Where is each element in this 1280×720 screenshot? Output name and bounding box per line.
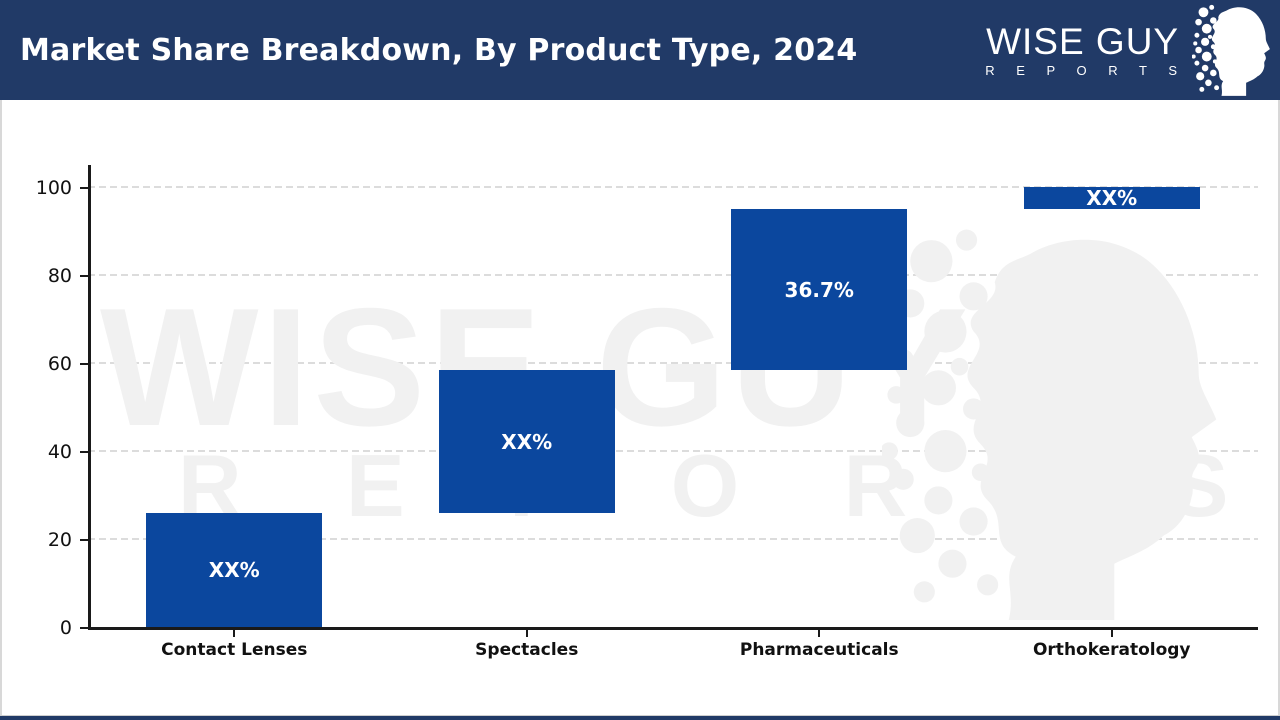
gridline-60 [88,362,1258,364]
bottom-accent-strip [0,716,1280,720]
y-tick-0 [80,627,88,629]
bar-orthokeratology [1023,187,1200,209]
wise-guy-reports-logo: WISE GUY R E P O R T S [979,4,1280,96]
y-tick-80 [80,275,88,277]
bar-pharmaceuticals [731,209,908,371]
category-label: Pharmaceuticals [739,640,899,660]
y-tick-100 [80,187,88,189]
header-band: Market Share Breakdown, By Product Type,… [0,0,1280,100]
y-tick-20 [80,539,88,541]
left-border [0,100,2,716]
bar-value-label: XX% [501,429,553,454]
gridline-40 [88,450,1258,452]
y-tick-60 [80,363,88,365]
bar-value-label: XX% [208,557,260,582]
bar-value-label: 36.7% [784,277,854,302]
bar-contact-lenses [146,512,323,627]
x-tick-1 [525,630,528,637]
gridline-100 [88,186,1258,188]
category-label: Orthokeratology [1032,640,1191,660]
logo-wordmark: WISE GUY [986,21,1180,62]
gridline-20 [88,538,1258,540]
category-label: Contact Lenses [161,640,308,660]
x-axis-line [88,627,1258,630]
right-border [1278,100,1280,716]
y-tick-label-0: 0 [59,617,72,639]
watermark-dot-face-icon [882,229,1217,620]
x-tick-3 [1110,630,1113,637]
y-tick-label-100: 100 [35,177,72,199]
gridline-80 [88,274,1258,276]
y-tick-label-20: 20 [47,529,72,551]
y-tick-40 [80,451,88,453]
x-tick-2 [818,630,821,637]
y-tick-label-40: 40 [47,441,72,463]
category-label: Spectacles [475,640,579,660]
y-tick-label-80: 80 [47,265,72,287]
dot-face-logo-icon [1192,4,1270,96]
bar-spectacles [438,370,615,513]
logo-subtitle: R E P O R T S [985,63,1186,78]
y-tick-label-60: 60 [47,353,72,375]
x-tick-0 [233,630,236,637]
logo-text: WISE GUY R E P O R T S [979,23,1186,77]
page-title: Market Share Breakdown, By Product Type,… [20,32,858,68]
y-axis-line [88,165,91,630]
bottom-hairline [0,715,1280,716]
bar-value-label: XX% [1086,186,1138,210]
